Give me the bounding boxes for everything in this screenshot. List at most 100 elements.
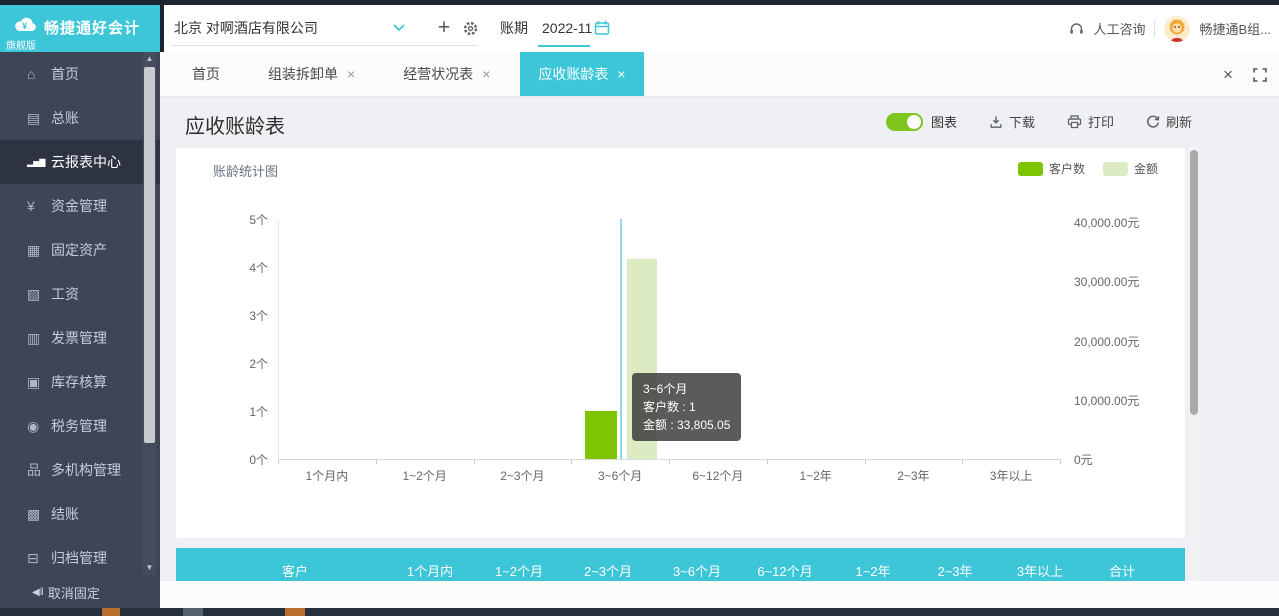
user-avatar[interactable] (1164, 15, 1191, 42)
brand-name: 畅捷通好会计 (44, 20, 141, 37)
content-scrollbar[interactable] (1189, 148, 1199, 608)
archive-icon: ⊟ (27, 549, 39, 566)
headset-icon[interactable] (1069, 21, 1084, 36)
legend-swatch-count (1017, 161, 1043, 176)
y-axis-tick-right: 20,000.00元 (1074, 334, 1140, 349)
sidebar-item-general-ledger[interactable]: ▤ 总账 (0, 96, 160, 140)
chart-toggle[interactable] (885, 112, 923, 131)
sidebar-item-home[interactable]: ⌂ 首页 (0, 52, 160, 96)
y-axis-tick-left: 4个 (249, 261, 268, 275)
sidebar-item-label: 归档管理 (51, 550, 107, 566)
chart-legend: 客户数 金额 (1017, 160, 1158, 177)
chart-card: 账龄统计图 客户数 金额 3~6个月 客户数 : 1 金额 : 33,805.0… (176, 148, 1185, 538)
tab-close-icon[interactable]: × (617, 66, 626, 82)
taskbar-app-3[interactable] (285, 608, 305, 616)
tab-assembly-order[interactable]: 组装拆卸单 × (268, 66, 356, 82)
page-title: 应收账龄表 (185, 116, 285, 138)
sidebar-scrollbar-thumb[interactable] (144, 67, 155, 443)
os-taskbar[interactable] (0, 608, 1279, 616)
x-axis-tick (278, 459, 279, 464)
y-axis-tick-left: 5个 (249, 213, 268, 227)
chart-plot-area: 3~6个月 客户数 : 1 金额 : 33,805.05 0个 1个 2个 3个 4个 5… (176, 148, 1185, 538)
x-axis-tick (669, 459, 670, 464)
tab-operating-report[interactable]: 经营状况表 × (403, 66, 491, 82)
refresh-button[interactable]: 刷新 (1146, 112, 1192, 131)
sidebar-item-label: 结账 (51, 506, 79, 522)
cloud-logo-icon: ¥ (15, 17, 36, 31)
x-axis-label: 1~2年 (799, 469, 832, 483)
company-selector[interactable]: 北京 对啊酒店有限公司 (174, 20, 318, 36)
tax-icon: ◉ (27, 417, 40, 434)
sidebar-item-cloud-report[interactable]: ▂▅▇ 云报表中心 (0, 140, 160, 184)
brand-edition-badge: 旗舰版 (6, 41, 36, 52)
gear-icon[interactable] (462, 20, 479, 37)
period-value[interactable]: 2022-11 (542, 20, 593, 36)
logo-edge-divider (160, 0, 164, 52)
sidebar-item-label: 总账 (51, 110, 79, 126)
tab-close-icon[interactable]: × (482, 66, 491, 82)
print-icon (1067, 114, 1082, 128)
inventory-icon: ▣ (27, 373, 41, 390)
table-column-header: 2~3年 (937, 564, 973, 579)
add-account-button[interactable]: + (437, 16, 451, 39)
download-button[interactable]: 下载 (989, 112, 1035, 131)
close-all-tabs-icon[interactable]: × (1223, 65, 1233, 84)
taskbar-app-2[interactable] (183, 608, 203, 616)
user-name[interactable]: 畅捷通B组... (1199, 22, 1271, 37)
sidebar-item-tax[interactable]: ◉ 税务管理 (0, 404, 160, 448)
sidebar-item-closing[interactable]: ▩ 结账 (0, 492, 160, 536)
y-axis-tick-right: 30,000.00元 (1074, 275, 1140, 290)
tab-home[interactable]: 首页 (192, 66, 220, 82)
sidebar-scrollbar[interactable]: ▲ ▼ (143, 52, 156, 575)
sidebar-item-label: 库存核算 (51, 374, 107, 390)
sidebar-item-archive[interactable]: ⊟ 归档管理 (0, 536, 160, 580)
bar-customer-count[interactable] (585, 411, 618, 459)
closing-icon: ▩ (27, 505, 41, 522)
table-column-header: 1个月内 (406, 564, 454, 579)
table-column-header: 6~12个月 (757, 564, 813, 579)
sidebar-item-fixed-assets[interactable]: ▦ 固定资产 (0, 228, 160, 272)
aging-table-body (160, 581, 1279, 608)
hover-pointer-line (620, 219, 623, 459)
y-axis-tick-left: 0个 (249, 453, 268, 467)
chart-toggle-label: 图表 (930, 115, 957, 130)
sidebar-item-label: 税务管理 (51, 418, 107, 434)
topbar-divider (1154, 20, 1156, 37)
print-button[interactable]: 打印 (1067, 112, 1114, 131)
y-axis-tick-left: 2个 (249, 357, 268, 371)
y-axis-tick-right: 40,000.00元 (1074, 216, 1140, 230)
page-toolbar: 图表 下载 打印 刷新 (885, 112, 1192, 131)
scroll-up-arrow-icon[interactable]: ▲ (145, 54, 154, 63)
sidebar-unpin-button[interactable]: ◀‖ 取消固定 (0, 578, 160, 606)
scroll-down-arrow-icon[interactable]: ▼ (145, 563, 154, 572)
sidebar-item-multi-org[interactable]: 品多机构管理 (0, 448, 160, 492)
unpin-icon: ◀‖ (32, 586, 44, 598)
company-underline (172, 45, 478, 46)
taskbar-app-1[interactable] (102, 608, 120, 616)
funds-icon: ¥ (27, 198, 35, 214)
content-scrollbar-thumb[interactable] (1190, 150, 1198, 415)
consult-link[interactable]: 人工咨询 (1093, 22, 1146, 37)
calendar-icon[interactable] (594, 20, 610, 36)
fullscreen-icon[interactable] (1253, 67, 1267, 82)
x-axis-label: 2~3年 (897, 469, 930, 483)
x-axis-label: 1~2个月 (402, 469, 447, 483)
chart-title: 账龄统计图 (213, 164, 279, 179)
app-logo: ¥ 畅捷通好会计 旗舰版 (0, 5, 160, 52)
tab-receivable-aging[interactable]: 应收账龄表 × (520, 52, 644, 96)
tab-bar: 首页 组装拆卸单 × 经营状况表 × 应收账龄表 × × (160, 52, 1279, 97)
sidebar-item-payroll[interactable]: ▧ 工资 (0, 272, 160, 316)
tab-close-icon[interactable]: × (347, 66, 356, 82)
chevron-down-icon[interactable] (392, 23, 406, 32)
sidebar-item-invoice[interactable]: ▥ 发票管理 (0, 316, 160, 360)
legend-item-customer-count[interactable]: 客户数 (1017, 160, 1085, 177)
legend-item-amount[interactable]: 金额 (1102, 160, 1158, 177)
invoice-icon: ▥ (27, 329, 41, 346)
sidebar-item-inventory[interactable]: ▣ 库存核算 (0, 360, 160, 404)
sidebar-item-funds[interactable]: ¥ 资金管理 (0, 184, 160, 228)
x-axis-tick (1060, 459, 1061, 464)
x-axis-label: 3年以上 (989, 469, 1033, 483)
period-underline (538, 45, 590, 47)
chart-tooltip: 3~6个月 客户数 : 1 金额 : 33,805.05 (632, 373, 742, 441)
